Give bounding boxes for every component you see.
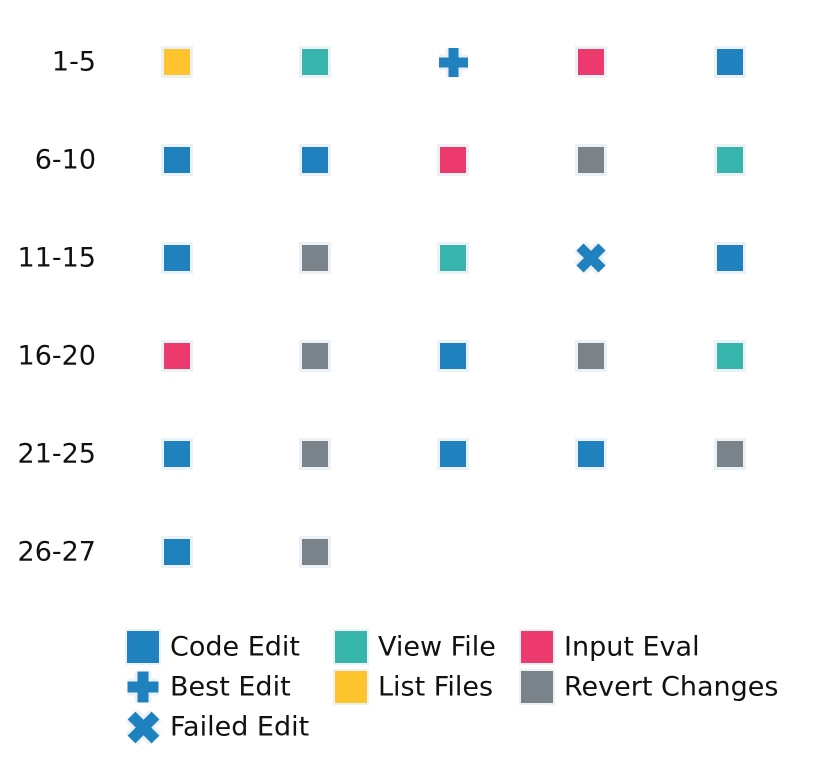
- marker-failed-edit-x-icon: [574, 241, 608, 275]
- legend-marker-code-edit-square-icon: [125, 629, 161, 665]
- marker-code-edit-square-icon: [161, 144, 193, 176]
- marker-view-file-square-icon: [714, 144, 746, 176]
- marker-revert-changes-square-icon: [299, 536, 331, 568]
- marker-list-files-square-icon: [161, 46, 193, 78]
- legend-marker-revert-changes-square-icon: [519, 669, 555, 705]
- marker-code-edit-square-icon: [714, 242, 746, 274]
- marker-code-edit-square-icon: [714, 46, 746, 78]
- row-label-1-5: 1-5: [51, 46, 96, 78]
- marker-code-edit-square-icon: [575, 438, 607, 470]
- marker-view-file-square-icon: [437, 242, 469, 274]
- legend-marker-view-file-square-icon: [333, 629, 369, 665]
- marker-revert-changes-square-icon: [299, 438, 331, 470]
- row-label-21-25: 21-25: [17, 438, 96, 470]
- legend-label-best-edit: Best Edit: [170, 671, 291, 703]
- marker-revert-changes-square-icon: [575, 340, 607, 372]
- row-label-16-20: 16-20: [17, 340, 96, 372]
- marker-input-eval-square-icon: [437, 144, 469, 176]
- marker-view-file-square-icon: [714, 340, 746, 372]
- marker-code-edit-square-icon: [161, 242, 193, 274]
- legend-label-input-eval: Input Eval: [564, 631, 700, 663]
- legend-label-view-file: View File: [378, 631, 496, 663]
- row-label-11-15: 11-15: [17, 242, 96, 274]
- marker-revert-changes-square-icon: [299, 242, 331, 274]
- marker-code-edit-square-icon: [161, 438, 193, 470]
- marker-input-eval-square-icon: [575, 46, 607, 78]
- marker-revert-changes-square-icon: [299, 340, 331, 372]
- marker-code-edit-square-icon: [437, 340, 469, 372]
- row-label-26-27: 26-27: [17, 536, 96, 568]
- marker-code-edit-square-icon: [161, 536, 193, 568]
- marker-view-file-square-icon: [299, 46, 331, 78]
- marker-revert-changes-square-icon: [714, 438, 746, 470]
- legend-marker-failed-edit-x-icon: [124, 708, 162, 746]
- legend-label-failed-edit: Failed Edit: [170, 711, 310, 743]
- marker-input-eval-square-icon: [161, 340, 193, 372]
- row-label-6-10: 6-10: [34, 144, 96, 176]
- legend-marker-input-eval-square-icon: [519, 629, 555, 665]
- legend-label-code-edit: Code Edit: [170, 631, 300, 663]
- marker-revert-changes-square-icon: [575, 144, 607, 176]
- marker-code-edit-square-icon: [437, 438, 469, 470]
- marker-best-edit-plus-icon: [438, 47, 468, 77]
- legend-label-revert-changes: Revert Changes: [564, 671, 779, 703]
- marker-code-edit-square-icon: [299, 144, 331, 176]
- legend-marker-best-edit-plus-icon: [127, 671, 159, 703]
- legend-marker-list-files-square-icon: [333, 669, 369, 705]
- legend-label-list-files: List Files: [378, 671, 494, 703]
